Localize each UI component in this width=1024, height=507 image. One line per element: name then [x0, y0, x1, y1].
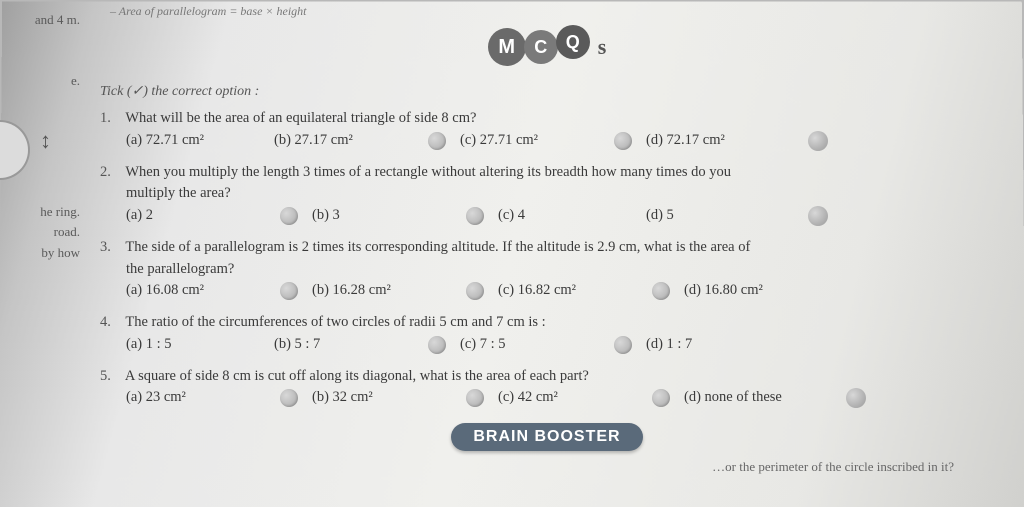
- left-margin-fragments: and 4 m. e. he ring. road. by how: [0, 0, 88, 506]
- question-text: What will be the area of an equilateral …: [125, 110, 476, 126]
- question-block: 5. A square of side 8 cm is cut off alon…: [100, 366, 994, 410]
- option-b[interactable]: (b) 5 : 7: [274, 334, 414, 356]
- option-a[interactable]: (a) 72.71 cm²: [126, 130, 266, 152]
- options-row: (a) 72.71 cm² (b) 27.17 cm² (c) 27.71 cm…: [126, 130, 994, 152]
- option-b[interactable]: (b) 16.28 cm²: [312, 280, 452, 302]
- option-a[interactable]: (a) 16.08 cm²: [126, 280, 266, 302]
- partial-bottom-text: …or the perimeter of the circle inscribe…: [100, 459, 994, 475]
- question-text: The ratio of the circumferences of two c…: [125, 314, 545, 330]
- question-text: When you multiply the length 3 times of …: [125, 164, 731, 180]
- page-content: – Area of parallelogram = base × height …: [100, 4, 994, 475]
- question-block: 1. What will be the area of an equilater…: [100, 108, 994, 152]
- option-d[interactable]: (d) 16.80 cm²: [684, 280, 824, 302]
- options-row: (a) 2 (b) 3 (c) 4 (d) 5: [126, 205, 994, 227]
- badge-letter-s: s: [598, 34, 607, 59]
- option-a[interactable]: (a) 1 : 5: [126, 334, 266, 356]
- question-text-cont: the parallelogram?: [126, 259, 994, 281]
- question-block: 3. The side of a parallelogram is 2 time…: [100, 237, 994, 302]
- question-text-cont: multiply the area?: [126, 183, 994, 205]
- question-text: A square of side 8 cm is cut off along i…: [125, 368, 589, 384]
- option-bubble-icon[interactable]: [428, 336, 446, 354]
- question-number: 1.: [100, 108, 122, 130]
- option-b[interactable]: (b) 27.17 cm²: [274, 130, 414, 152]
- question-text: The side of a parallelogram is 2 times i…: [125, 239, 750, 255]
- badge-letter-q: Q: [556, 25, 590, 59]
- option-d[interactable]: (d) 5: [646, 205, 786, 227]
- question-number: 3.: [100, 237, 122, 259]
- badge-letter-c: C: [524, 30, 558, 64]
- option-bubble-icon[interactable]: [614, 132, 632, 150]
- option-d[interactable]: (d) 72.17 cm²: [646, 130, 786, 152]
- option-bubble-icon[interactable]: [428, 132, 446, 150]
- parallelogram-formula-caption: – Area of parallelogram = base × height: [110, 4, 994, 19]
- option-bubble-icon[interactable]: [846, 388, 866, 408]
- margin-text: by how: [0, 243, 80, 264]
- option-c[interactable]: (c) 7 : 5: [460, 334, 600, 356]
- option-bubble-icon[interactable]: [466, 207, 484, 225]
- mcqs-badge: M C Q s: [100, 25, 994, 69]
- option-b[interactable]: (b) 3: [312, 205, 452, 227]
- option-bubble-icon[interactable]: [280, 207, 298, 225]
- option-bubble-icon[interactable]: [614, 336, 632, 354]
- option-a[interactable]: (a) 2: [126, 205, 266, 227]
- badge-letter-m: M: [488, 28, 526, 66]
- options-row: (a) 16.08 cm² (b) 16.28 cm² (c) 16.82 cm…: [126, 280, 994, 302]
- option-bubble-icon[interactable]: [466, 282, 484, 300]
- option-a[interactable]: (a) 23 cm²: [126, 387, 266, 409]
- margin-text: and 4 m.: [0, 10, 80, 31]
- question-number: 5.: [100, 366, 122, 388]
- option-c[interactable]: (c) 42 cm²: [498, 387, 638, 409]
- option-bubble-icon[interactable]: [652, 282, 670, 300]
- option-b[interactable]: (b) 32 cm²: [312, 387, 452, 409]
- margin-text: road.: [0, 222, 80, 243]
- option-d[interactable]: (d) 1 : 7: [646, 334, 786, 356]
- option-c[interactable]: (c) 4: [498, 205, 638, 227]
- question-block: 2. When you multiply the length 3 times …: [100, 162, 994, 227]
- question-number: 4.: [100, 312, 122, 334]
- option-bubble-icon[interactable]: [280, 282, 298, 300]
- brain-booster-label: BRAIN BOOSTER: [451, 423, 642, 451]
- margin-text: e.: [0, 71, 80, 92]
- question-block: 4. The ratio of the circumferences of tw…: [100, 312, 994, 356]
- options-row: (a) 23 cm² (b) 32 cm² (c) 42 cm² (d) non…: [126, 387, 994, 409]
- option-c[interactable]: (c) 16.82 cm²: [498, 280, 638, 302]
- options-row: (a) 1 : 5 (b) 5 : 7 (c) 7 : 5 (d) 1 : 7: [126, 334, 994, 356]
- instruction-text: Tick (✓) the correct option :: [100, 83, 994, 100]
- brain-booster-badge: BRAIN BOOSTER: [100, 423, 994, 451]
- option-bubble-icon[interactable]: [280, 389, 298, 407]
- option-d[interactable]: (d) none of these: [684, 387, 824, 409]
- option-c[interactable]: (c) 27.71 cm²: [460, 130, 600, 152]
- option-bubble-icon[interactable]: [466, 389, 484, 407]
- margin-text: he ring.: [0, 202, 80, 223]
- option-bubble-icon[interactable]: [808, 206, 828, 226]
- option-bubble-icon[interactable]: [808, 131, 828, 151]
- option-bubble-icon[interactable]: [652, 389, 670, 407]
- arrow-icon: ↕: [40, 128, 51, 154]
- question-number: 2.: [100, 162, 122, 184]
